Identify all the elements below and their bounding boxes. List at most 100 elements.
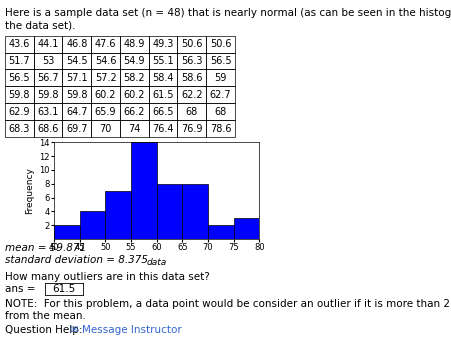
Text: 58.2: 58.2 xyxy=(124,73,145,83)
Text: ✉ Message Instructor: ✉ Message Instructor xyxy=(70,325,182,335)
Bar xyxy=(120,36,149,53)
Bar xyxy=(131,142,156,239)
X-axis label: data: data xyxy=(147,258,167,267)
Bar xyxy=(234,218,259,239)
Text: 51.7: 51.7 xyxy=(9,56,30,66)
Text: 48.9: 48.9 xyxy=(124,39,145,49)
Text: 68.6: 68.6 xyxy=(37,124,59,134)
Bar xyxy=(149,86,178,103)
Bar xyxy=(34,53,62,69)
Text: mean = 59.871: mean = 59.871 xyxy=(5,243,87,253)
Bar xyxy=(5,103,34,120)
Bar xyxy=(34,69,62,86)
Text: 56.7: 56.7 xyxy=(37,73,59,83)
Text: 54.9: 54.9 xyxy=(124,56,145,66)
Bar xyxy=(178,120,206,137)
Bar xyxy=(149,69,178,86)
Bar xyxy=(91,36,120,53)
Text: 62.9: 62.9 xyxy=(9,107,30,117)
Bar xyxy=(5,86,34,103)
Text: 66.5: 66.5 xyxy=(152,107,174,117)
Bar xyxy=(149,53,178,69)
Bar xyxy=(149,36,178,53)
Bar xyxy=(91,53,120,69)
Y-axis label: Frequency: Frequency xyxy=(25,167,34,214)
Text: 65.9: 65.9 xyxy=(95,107,116,117)
Text: Question Help:: Question Help: xyxy=(5,325,83,335)
Bar xyxy=(206,103,235,120)
Text: 74: 74 xyxy=(128,124,141,134)
Text: 68: 68 xyxy=(186,107,198,117)
Bar xyxy=(91,120,120,137)
Text: 59.8: 59.8 xyxy=(66,90,87,100)
Text: 63.1: 63.1 xyxy=(37,107,59,117)
Bar xyxy=(149,120,178,137)
Bar xyxy=(149,103,178,120)
Text: 76.4: 76.4 xyxy=(152,124,174,134)
Bar xyxy=(120,103,149,120)
Text: 69.7: 69.7 xyxy=(66,124,87,134)
Text: 68: 68 xyxy=(215,107,227,117)
Bar xyxy=(80,212,106,239)
Text: 60.2: 60.2 xyxy=(124,90,145,100)
Text: 61.5: 61.5 xyxy=(152,90,174,100)
Bar xyxy=(120,53,149,69)
Text: 47.6: 47.6 xyxy=(95,39,116,49)
Bar xyxy=(5,69,34,86)
Bar xyxy=(62,120,91,137)
Bar xyxy=(62,86,91,103)
Text: How many outliers are in this data set?: How many outliers are in this data set? xyxy=(5,272,210,282)
Text: 43.6: 43.6 xyxy=(9,39,30,49)
Bar xyxy=(34,103,62,120)
Text: 55.1: 55.1 xyxy=(152,56,174,66)
Bar xyxy=(5,36,34,53)
Bar xyxy=(91,86,120,103)
Bar xyxy=(62,36,91,53)
Text: 59: 59 xyxy=(214,73,227,83)
Text: 56.5: 56.5 xyxy=(210,56,231,66)
Bar xyxy=(34,36,62,53)
Bar xyxy=(120,69,149,86)
Text: ans =: ans = xyxy=(5,284,39,294)
Text: 78.6: 78.6 xyxy=(210,124,231,134)
Text: 54.5: 54.5 xyxy=(66,56,87,66)
Bar xyxy=(5,53,34,69)
Text: 50.6: 50.6 xyxy=(210,39,231,49)
Text: 59.8: 59.8 xyxy=(9,90,30,100)
Bar xyxy=(206,36,235,53)
Text: 64.7: 64.7 xyxy=(66,107,87,117)
Text: 56.5: 56.5 xyxy=(9,73,30,83)
Bar xyxy=(120,86,149,103)
Text: 44.1: 44.1 xyxy=(37,39,59,49)
Text: standard deviation = 8.375: standard deviation = 8.375 xyxy=(5,255,148,265)
Bar xyxy=(206,69,235,86)
Text: 62.7: 62.7 xyxy=(210,90,231,100)
Bar xyxy=(62,69,91,86)
Bar xyxy=(5,120,34,137)
Bar xyxy=(91,103,120,120)
Bar xyxy=(34,120,62,137)
Bar xyxy=(54,225,80,239)
Bar xyxy=(178,36,206,53)
Bar xyxy=(206,120,235,137)
Text: 76.9: 76.9 xyxy=(181,124,202,134)
Bar xyxy=(206,86,235,103)
Bar xyxy=(182,184,208,239)
Bar xyxy=(178,86,206,103)
Text: 68.3: 68.3 xyxy=(9,124,30,134)
Text: 58.6: 58.6 xyxy=(181,73,202,83)
Text: 59.8: 59.8 xyxy=(37,90,59,100)
Text: 53: 53 xyxy=(42,56,54,66)
Bar xyxy=(178,69,206,86)
Bar xyxy=(106,191,131,239)
Text: 50.6: 50.6 xyxy=(181,39,202,49)
Bar xyxy=(34,86,62,103)
Text: 58.4: 58.4 xyxy=(152,73,174,83)
Text: 49.3: 49.3 xyxy=(152,39,174,49)
Text: 60.2: 60.2 xyxy=(95,90,116,100)
Bar xyxy=(178,103,206,120)
Bar xyxy=(62,103,91,120)
Text: NOTE:  For this problem, a data point would be consider an outlier if it is more: NOTE: For this problem, a data point wou… xyxy=(5,299,451,321)
Text: 61.5: 61.5 xyxy=(53,284,76,294)
Text: 56.3: 56.3 xyxy=(181,56,202,66)
